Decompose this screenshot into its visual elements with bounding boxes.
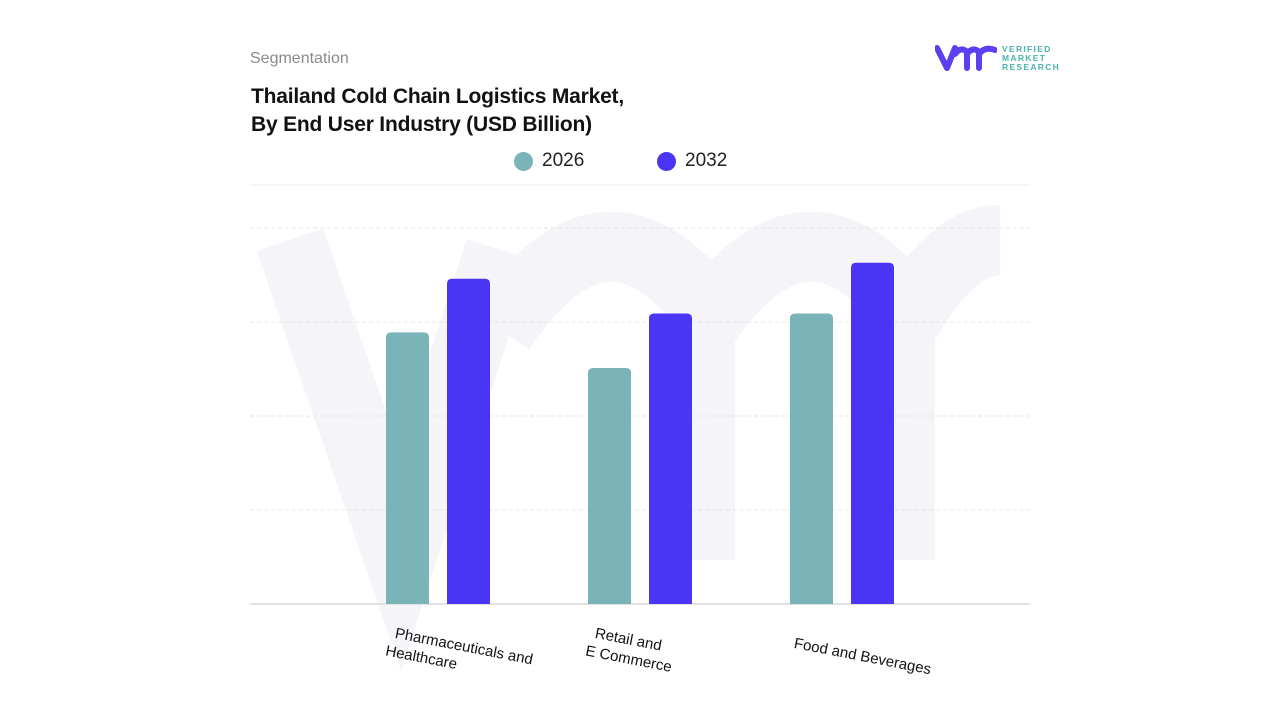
legend-item-2032: 2032: [657, 150, 800, 172]
vmr-logo-mark-icon: [935, 45, 997, 71]
bar-2026-1: [588, 368, 631, 604]
legend: 2026 2032: [514, 150, 800, 172]
legend-item-2026: 2026: [514, 150, 657, 172]
logo-line-1: VERIFIED: [1002, 43, 1052, 54]
vmr-logo: VERIFIED MARKET RESEARCH: [935, 44, 1060, 72]
logo-text: VERIFIED MARKET RESEARCH: [1002, 43, 1061, 72]
legend-label-2026: 2026: [542, 150, 585, 171]
legend-dot-2032: [657, 151, 676, 171]
legend-dot-2026: [514, 151, 533, 171]
chart-title: Thailand Cold Chain Logistics Market, By…: [251, 83, 624, 139]
bar-2032-2: [851, 262, 894, 604]
bar-2032-1: [649, 313, 692, 604]
segmentation-label: Segmentation: [250, 50, 349, 67]
bar-2026-0: [386, 332, 429, 604]
title-line-2: By End User Industry (USD Billion): [251, 113, 592, 136]
title-line-1: Thailand Cold Chain Logistics Market,: [251, 85, 624, 108]
logo-line-2: MARKET: [1002, 52, 1047, 63]
logo-line-3: RESEARCH: [1002, 61, 1061, 72]
bar-2032-0: [447, 278, 490, 604]
bar-2026-2: [790, 313, 833, 604]
legend-label-2032: 2032: [685, 150, 728, 171]
